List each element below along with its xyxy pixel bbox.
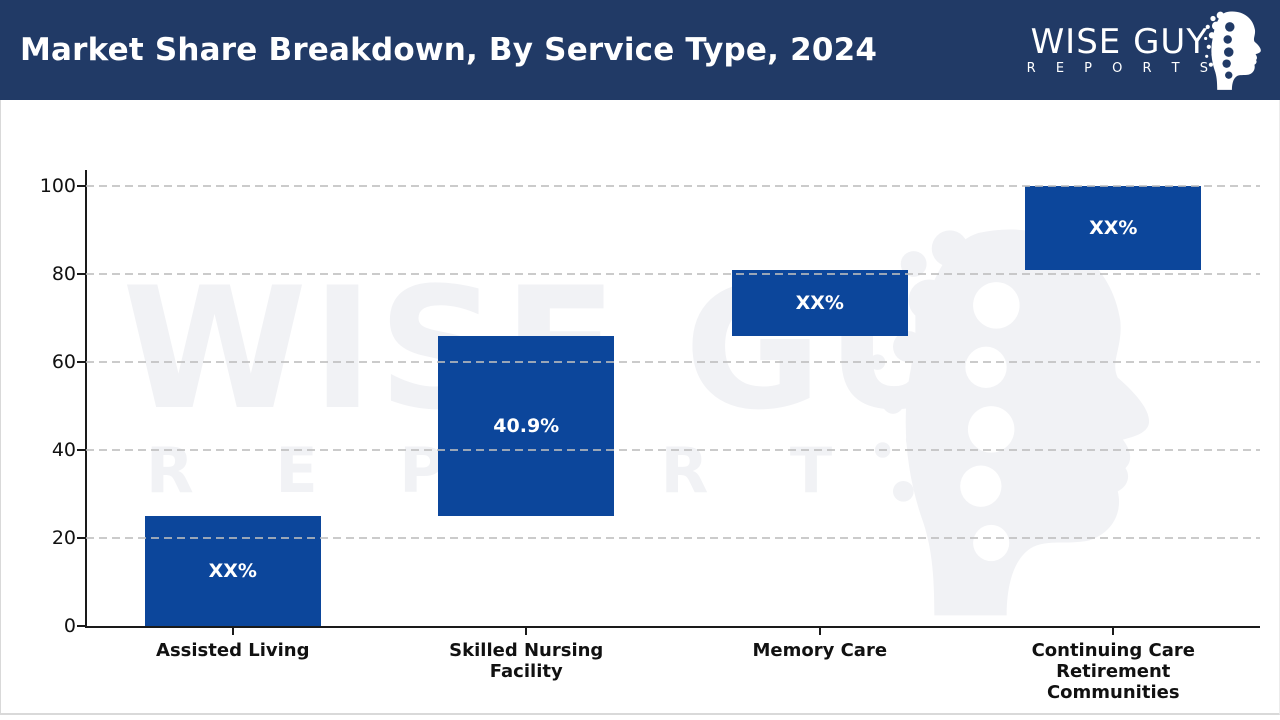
x-tick-mark bbox=[1112, 627, 1115, 635]
y-axis-line bbox=[85, 170, 87, 628]
x-category-label: Memory Care bbox=[752, 640, 888, 661]
y-tick-mark bbox=[77, 185, 86, 187]
y-tick-label: 100 bbox=[39, 175, 76, 197]
x-axis-line bbox=[85, 626, 1260, 628]
logo-text: WISE GUY R E P O R T S bbox=[1023, 24, 1216, 76]
y-tick-mark bbox=[77, 625, 86, 627]
bar-segment: 40.9% bbox=[438, 336, 615, 516]
x-tick-mark bbox=[525, 627, 528, 635]
y-tick-mark bbox=[77, 537, 86, 539]
bar-value-label: XX% bbox=[208, 560, 257, 582]
bar-segment: XX% bbox=[144, 516, 321, 626]
bar-value-label: XX% bbox=[1089, 216, 1138, 239]
wiseguy-logo: WISE GUY R E P O R T S bbox=[1023, 8, 1280, 92]
gridline bbox=[86, 449, 1260, 451]
y-tick-label: 20 bbox=[51, 527, 76, 549]
x-category-label: Continuing Care Retirement Communities bbox=[1031, 640, 1195, 703]
x-tick-mark bbox=[818, 627, 821, 635]
bar-value-label: 40.9% bbox=[493, 415, 560, 437]
gridline bbox=[86, 361, 1260, 363]
y-tick-label: 80 bbox=[51, 263, 76, 285]
wiseguy-head-icon bbox=[1204, 11, 1261, 90]
x-category-label: Skilled Nursing Facility bbox=[449, 640, 604, 682]
x-tick-mark bbox=[231, 627, 234, 635]
chart-title: Market Share Breakdown, By Service Type,… bbox=[20, 32, 878, 68]
y-tick-mark bbox=[77, 273, 86, 275]
x-category-label: Assisted Living bbox=[156, 640, 310, 661]
y-tick-label: 40 bbox=[51, 439, 76, 461]
logo-sub-text: R E P O R T S bbox=[1026, 61, 1216, 76]
y-tick-label: 60 bbox=[51, 351, 76, 373]
y-tick-mark bbox=[77, 361, 86, 363]
watermark-head-icon bbox=[869, 229, 1150, 616]
header-bar: Market Share Breakdown, By Service Type,… bbox=[0, 0, 1280, 100]
bar-segment: XX% bbox=[731, 269, 908, 337]
bar-segment: XX% bbox=[1025, 186, 1202, 270]
y-tick-label: 0 bbox=[63, 615, 76, 637]
gridline bbox=[86, 185, 1260, 187]
bar-value-label: XX% bbox=[795, 291, 844, 314]
gridline bbox=[86, 537, 1260, 539]
gridline bbox=[86, 273, 1260, 275]
y-tick-mark bbox=[77, 449, 86, 451]
logo-brand-text: WISE GUY bbox=[1030, 22, 1209, 62]
